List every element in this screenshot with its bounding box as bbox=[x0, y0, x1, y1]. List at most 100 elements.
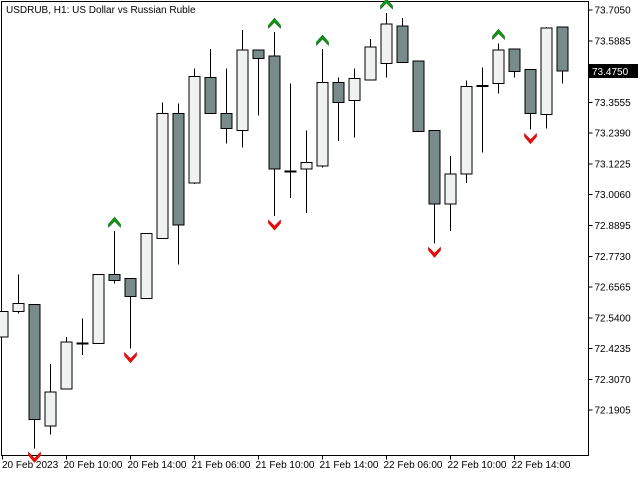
time-axis-label: 20 Feb 2023 bbox=[2, 460, 59, 471]
candle-body-bull bbox=[316, 81, 329, 167]
time-axis-label: 21 Feb 10:00 bbox=[256, 460, 315, 471]
candle bbox=[300, 130, 313, 214]
candle bbox=[124, 278, 137, 349]
price-axis-label: 73.5885 bbox=[595, 36, 632, 47]
candles-group bbox=[0, 12, 569, 449]
buy-signal-up-arrow-icon[interactable] bbox=[492, 28, 505, 41]
time-axis-label: 22 Feb 10:00 bbox=[448, 460, 507, 471]
candle bbox=[236, 30, 249, 148]
candle-body-bull bbox=[460, 85, 473, 175]
sell-signal-down-arrow-icon[interactable] bbox=[524, 132, 537, 145]
candle-body-bear bbox=[524, 68, 537, 114]
price-axis-label: 72.3070 bbox=[595, 375, 632, 386]
candle bbox=[204, 49, 217, 115]
signal-arrows-group bbox=[28, 0, 537, 463]
candle-body-doji bbox=[284, 170, 297, 173]
sell-signal-down-arrow-icon[interactable] bbox=[124, 351, 137, 364]
price-axis-label: 72.8895 bbox=[595, 221, 632, 232]
candle-body-bull bbox=[140, 232, 153, 300]
candle bbox=[492, 43, 505, 94]
candle-body-bull bbox=[12, 303, 25, 313]
candle-body-bull bbox=[44, 391, 57, 427]
price-axis-label: 72.4235 bbox=[595, 344, 632, 355]
chart-title: USDRUB, H1: US Dollar vs Russian Ruble bbox=[6, 5, 196, 16]
candle bbox=[412, 60, 425, 133]
candle bbox=[332, 77, 345, 141]
time-axis-label: 22 Feb 06:00 bbox=[384, 460, 443, 471]
current-price-badge-bg bbox=[589, 63, 638, 78]
price-axis-label: 73.3555 bbox=[595, 98, 632, 109]
current-price-label: 73.4750 bbox=[592, 67, 629, 78]
sell-signal-down-arrow-icon[interactable] bbox=[428, 246, 441, 258]
time-axis-label: 21 Feb 06:00 bbox=[192, 460, 251, 471]
candle-body-bull bbox=[540, 27, 553, 116]
candle-body-bull bbox=[348, 77, 361, 101]
candle bbox=[252, 49, 265, 116]
candle bbox=[476, 67, 489, 153]
candle bbox=[508, 48, 521, 78]
candle bbox=[428, 130, 441, 244]
price-axis-label: 72.7730 bbox=[595, 252, 632, 263]
time-axis-label: 22 Feb 14:00 bbox=[512, 460, 571, 471]
candle-body-bear bbox=[412, 60, 425, 133]
price-axis-label: 72.1905 bbox=[595, 406, 632, 417]
candle-body-bear bbox=[268, 55, 281, 170]
candle bbox=[76, 318, 89, 355]
candle-body-bull bbox=[156, 113, 169, 239]
buy-signal-up-arrow-icon[interactable] bbox=[316, 34, 329, 46]
time-axis-label: 21 Feb 14:00 bbox=[320, 460, 379, 471]
buy-signal-up-arrow-icon[interactable] bbox=[108, 216, 121, 228]
candle-body-bull bbox=[188, 75, 201, 184]
candle bbox=[60, 336, 73, 390]
candle bbox=[284, 83, 297, 199]
candle bbox=[0, 311, 9, 338]
candle bbox=[268, 32, 281, 217]
time-axis-label: 20 Feb 14:00 bbox=[128, 460, 187, 471]
candle-body-bear bbox=[332, 81, 345, 104]
candle-body-doji bbox=[76, 342, 89, 345]
candle-body-bull bbox=[364, 46, 377, 81]
candle-body-bear bbox=[220, 113, 233, 130]
price-axis: 73.7050 73.5885 73.3555 73.2390 73.1225 73.00… bbox=[588, 6, 632, 417]
candle-body-bear bbox=[508, 48, 521, 72]
candle bbox=[28, 304, 41, 449]
candle bbox=[172, 103, 185, 265]
candle bbox=[444, 155, 457, 232]
candle bbox=[316, 49, 329, 168]
buy-signal-up-arrow-icon[interactable] bbox=[268, 17, 281, 29]
price-axis-label: 73.1225 bbox=[595, 159, 632, 170]
candle bbox=[140, 232, 153, 300]
candle-body-bear bbox=[108, 274, 121, 282]
candle-body-bear bbox=[172, 113, 185, 226]
chart-plot-area[interactable] bbox=[1, 1, 589, 456]
price-axis-label: 73.2390 bbox=[595, 129, 632, 140]
candle bbox=[556, 26, 569, 84]
candle-body-bear bbox=[204, 76, 217, 115]
sell-signal-down-arrow-icon[interactable] bbox=[28, 451, 41, 463]
current-price-badge: 73.4750 bbox=[589, 63, 638, 78]
price-axis-label: 73.0060 bbox=[595, 190, 632, 201]
candle bbox=[156, 102, 169, 239]
candle-body-bull bbox=[444, 173, 457, 205]
candle-body-bull bbox=[380, 23, 393, 64]
sell-signal-down-arrow-icon[interactable] bbox=[268, 219, 281, 231]
time-axis-label: 20 Feb 10:00 bbox=[64, 460, 123, 471]
time-axis: 20 Feb 2023 20 Feb 10:00 20 Feb 14:00 21 Fe… bbox=[2, 455, 571, 471]
candle bbox=[380, 12, 393, 78]
buy-signal-up-arrow-icon[interactable] bbox=[380, 0, 393, 10]
candle-body-bull bbox=[236, 49, 249, 132]
candle-body-bull bbox=[60, 341, 73, 390]
candle-body-bull bbox=[492, 49, 505, 84]
candle-body-bear bbox=[396, 25, 409, 63]
candle bbox=[108, 231, 121, 284]
candle bbox=[12, 274, 25, 314]
candle bbox=[396, 17, 409, 63]
candle bbox=[92, 274, 105, 345]
candle bbox=[348, 68, 361, 138]
candle-body-bull bbox=[300, 162, 313, 170]
candle-body-bull bbox=[0, 311, 9, 338]
candle bbox=[540, 27, 553, 129]
candle bbox=[188, 68, 201, 184]
